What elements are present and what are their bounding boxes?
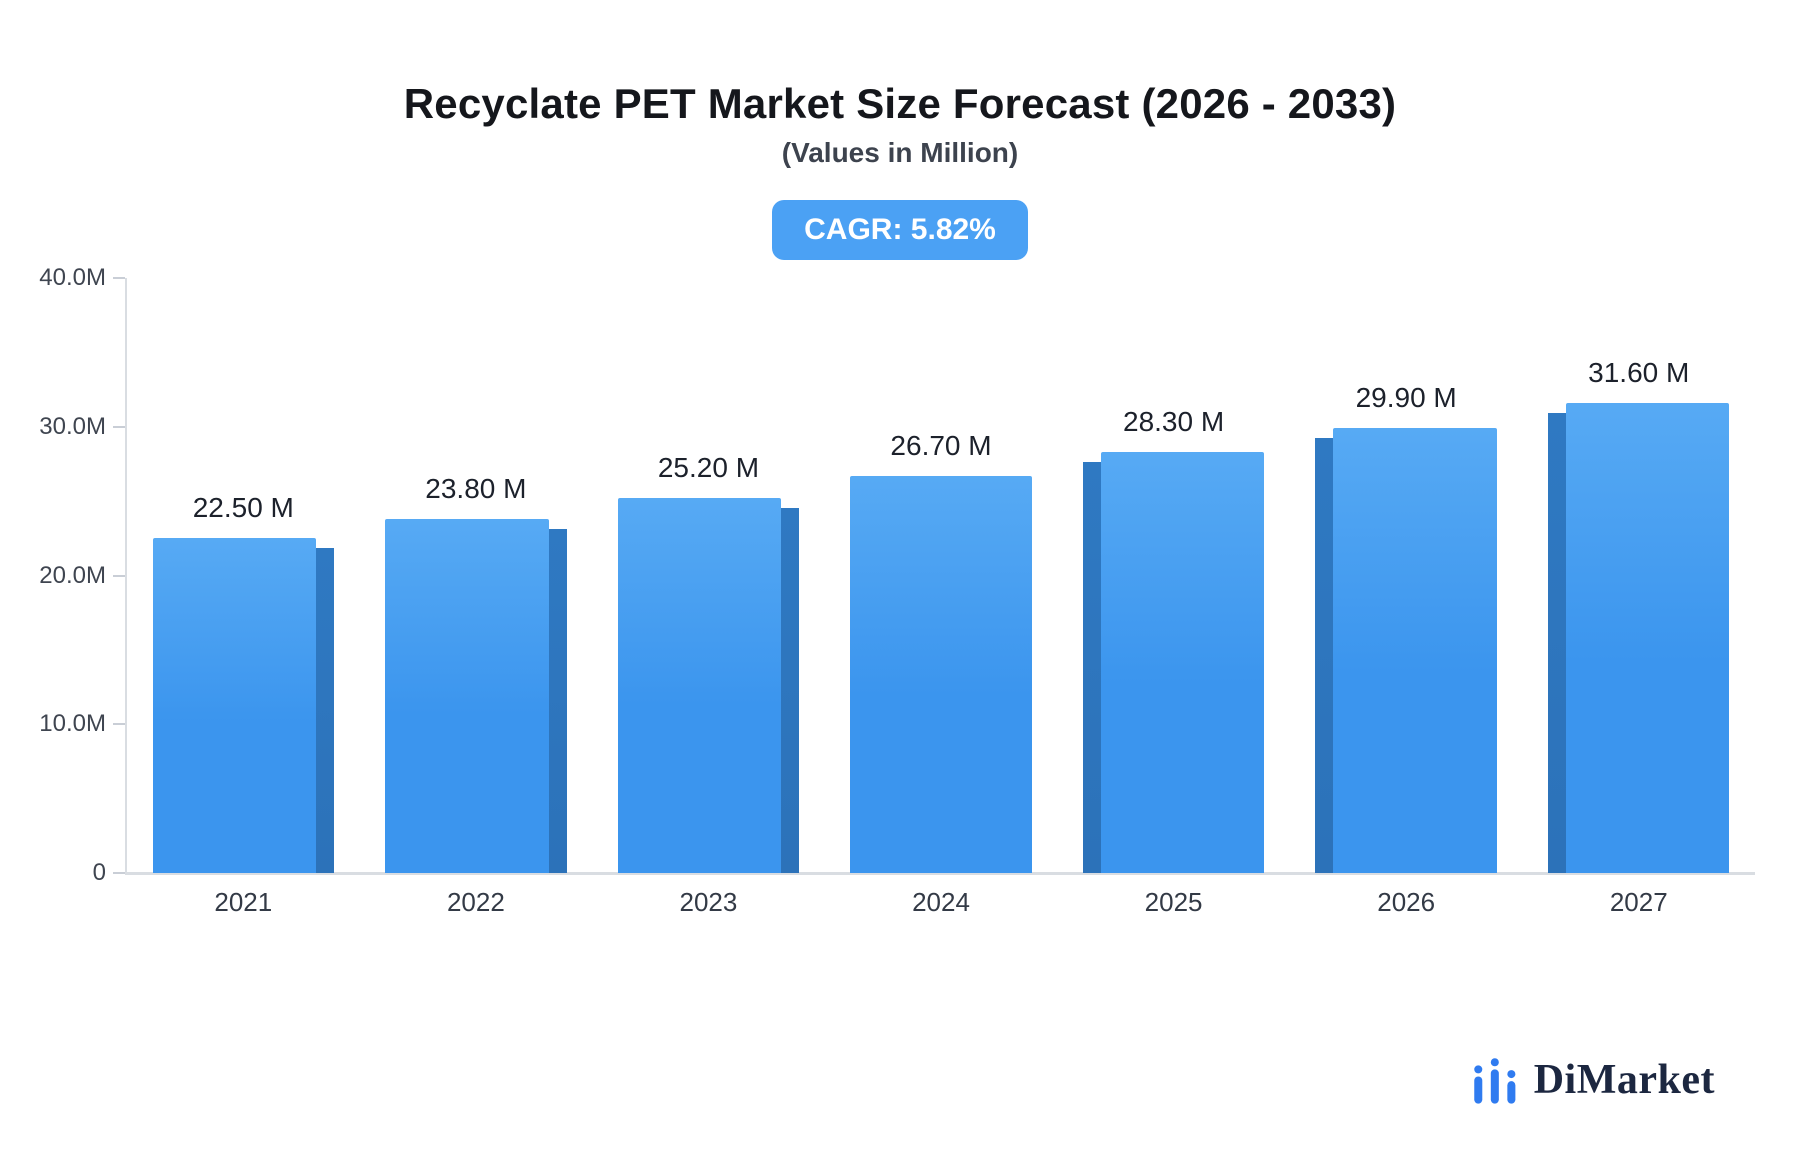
bar-face xyxy=(1100,452,1265,873)
plot-area: 22.50 M 23.80 M 25.20 M 26.70 M 28.30 M 29.90… xyxy=(125,278,1755,875)
x-tick-label: 2022 xyxy=(446,887,505,917)
chart-subtitle: (Values in Million) xyxy=(781,137,1019,168)
bar-chart: 0 10.0M 20.0M 30.0M 40.0M 22.50 M 23.80 M 25.2… xyxy=(0,264,1800,886)
x-tick-label: 2023 xyxy=(679,887,738,917)
bar-side-shadow xyxy=(1315,438,1334,873)
logo-text: DiMarket xyxy=(1533,1057,1715,1103)
logo: DiMarket xyxy=(1470,1056,1715,1104)
bar-2026 xyxy=(1315,428,1497,873)
bar-value-label: 23.80 M xyxy=(425,472,527,504)
x-tick-label: 2021 xyxy=(214,887,273,917)
bar-value-label: 28.30 M xyxy=(1123,406,1225,438)
x-tick-label: 2027 xyxy=(1609,887,1668,917)
bar-face xyxy=(385,518,549,873)
bar-face xyxy=(1566,402,1730,873)
bar-face xyxy=(617,498,782,873)
bar-group-2026: 29.90 M xyxy=(1290,278,1523,873)
bar-face xyxy=(1333,428,1497,873)
bar-value-label: 25.20 M xyxy=(657,452,760,484)
bar-side-shadow xyxy=(1082,462,1101,873)
x-tick-label: 2024 xyxy=(912,887,970,917)
x-axis-line xyxy=(125,872,1755,875)
bar-2024 xyxy=(850,475,1032,873)
y-tick-label: 10.0M xyxy=(39,710,125,738)
y-axis: 0 10.0M 20.0M 30.0M 40.0M xyxy=(30,264,125,886)
bar-group-2021: 22.50 M xyxy=(127,278,360,873)
dimarket-logo-icon xyxy=(1473,1058,1516,1104)
bar-value-label: 29.90 M xyxy=(1355,382,1457,414)
bar-group-2022: 23.80 M xyxy=(360,278,593,873)
bar-group-2024: 26.70 M xyxy=(825,278,1058,873)
bar-value-label: 31.60 M xyxy=(1588,356,1690,388)
bar-side-shadow xyxy=(1548,412,1567,873)
x-axis-labels: 2021 2022 2023 2024 2025 2026 2027 xyxy=(127,887,1755,918)
x-tick-label: 2026 xyxy=(1377,887,1436,917)
cagr-badge-row: CAGR: 5.82% xyxy=(0,200,1800,262)
bar-face xyxy=(152,538,316,873)
cagr-badge: CAGR: 5.82% xyxy=(772,200,1028,260)
bar-side-shadow xyxy=(781,508,800,873)
bar-side-shadow xyxy=(548,528,567,873)
y-tick-label: 30.0M xyxy=(39,413,125,441)
bar-2025 xyxy=(1082,452,1265,873)
bar-2022 xyxy=(385,518,567,873)
y-tick-label: 0 xyxy=(93,859,125,887)
bar-group-2027: 31.60 M xyxy=(1522,278,1755,873)
bar-2027 xyxy=(1548,402,1730,873)
chart-title: Recyclate PET Market Size Forecast (2026… xyxy=(403,80,1397,127)
y-tick-label: 40.0M xyxy=(39,264,125,292)
bar-2023 xyxy=(617,498,800,873)
bar-face xyxy=(850,475,1032,873)
x-tick-label: 2025 xyxy=(1144,887,1203,917)
y-tick-label: 20.0M xyxy=(39,562,125,590)
bar-value-label: 26.70 M xyxy=(890,429,992,461)
bar-group-2025: 28.30 M xyxy=(1057,278,1290,873)
bar-side-shadow xyxy=(315,548,334,873)
bar-2021 xyxy=(152,538,334,873)
bar-value-label: 22.50 M xyxy=(192,492,294,524)
bar-group-2023: 25.20 M xyxy=(592,278,825,873)
